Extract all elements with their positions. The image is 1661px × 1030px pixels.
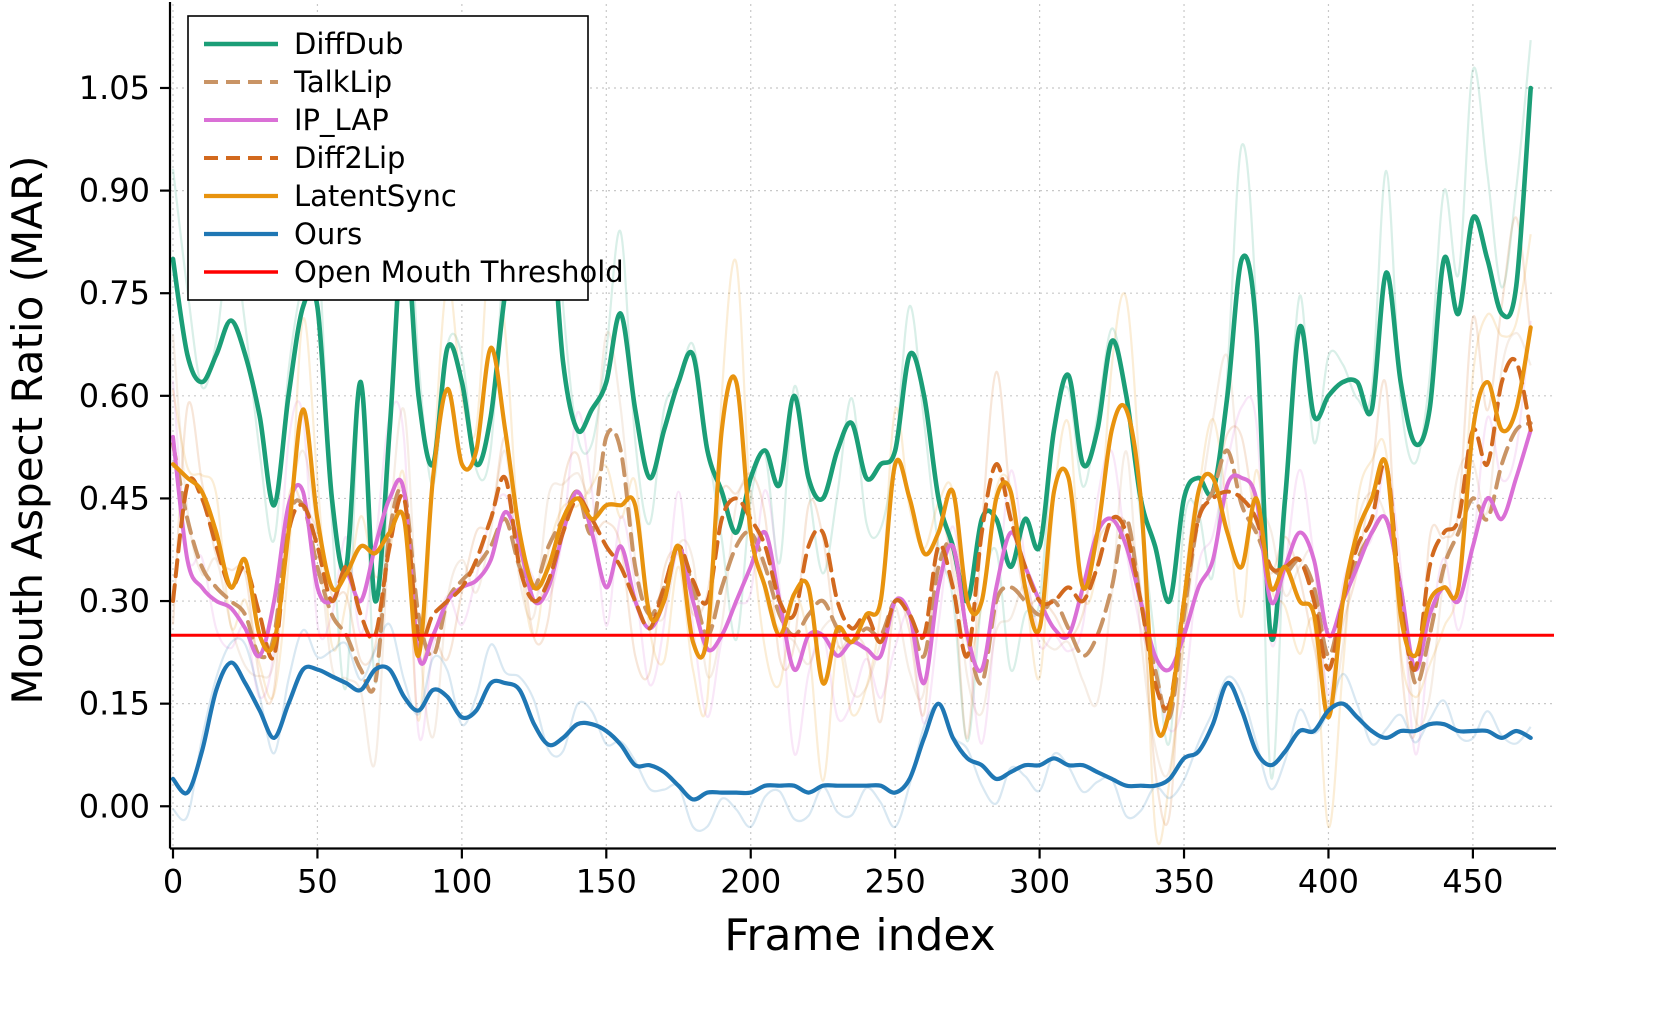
legend-item-ip-lap: IP_LAP	[204, 103, 389, 137]
legend: DiffDub TalkLip IP_LAP Diff2Lip LatentSync Ou…	[187, 15, 624, 301]
x-tick-label: 0	[163, 863, 183, 901]
legend-item-talklip: TalkLip	[204, 65, 392, 99]
x-tick-label: 200	[720, 863, 781, 901]
series-line-latentsync	[170, 325, 1533, 738]
y-tick-label: 0.75	[79, 274, 150, 312]
legend-label: Ours	[294, 217, 362, 251]
legend-label: TalkLip	[293, 65, 392, 99]
x-tick-label: 350	[1153, 863, 1214, 901]
x-tick-label: 300	[1009, 863, 1070, 901]
y-tick-label: 0.00	[79, 787, 150, 825]
y-tick-label: 0.60	[79, 377, 150, 415]
series-line-ours	[170, 660, 1533, 802]
legend-item-open-mouth-threshold: Open Mouth Threshold	[204, 255, 624, 289]
legend-item-latentsync: LatentSync	[204, 179, 457, 213]
y-tick-label: 1.05	[79, 69, 150, 107]
legend-item-ours: Ours	[204, 217, 362, 251]
smoothed-series-lines	[170, 85, 1533, 802]
grid-lines	[170, 4, 1554, 848]
x-tick-label: 400	[1298, 863, 1359, 901]
series-line-diff2lip	[171, 357, 1533, 711]
legend-label: LatentSync	[294, 179, 457, 213]
x-axis-label: Frame index	[724, 910, 995, 961]
legend-label: IP_LAP	[294, 103, 389, 137]
series-line-talklip	[171, 421, 1533, 721]
raw-line-ours	[172, 622, 1532, 832]
y-tick-label: 0.90	[79, 172, 150, 210]
series-line-diffdub	[170, 85, 1533, 642]
y-axis-label: Mouth Aspect Ratio (MAR)	[3, 155, 52, 704]
y-tick-label: 0.45	[79, 479, 150, 517]
x-tick-label: 100	[431, 863, 492, 901]
legend-label: Open Mouth Threshold	[294, 255, 624, 289]
legend-label: DiffDub	[294, 27, 404, 61]
axes	[160, 2, 1556, 859]
legend-label: Diff2Lip	[294, 141, 405, 175]
tick-labels: 0 50 100 150 200 250 300 350 400 450 0.00 0.15 0.30 0…	[79, 69, 1504, 901]
legend-item-diff2lip: Diff2Lip	[204, 141, 405, 175]
y-tick-label: 0.15	[79, 685, 150, 723]
raw-line-diff2lip	[171, 216, 1532, 827]
x-tick-label: 150	[576, 863, 637, 901]
x-tick-label: 450	[1442, 863, 1503, 901]
raw-line-talklip	[171, 330, 1532, 778]
x-tick-label: 250	[865, 863, 926, 901]
legend-item-diffdub: DiffDub	[204, 27, 404, 61]
y-tick-label: 0.30	[79, 582, 150, 620]
x-tick-label: 50	[297, 863, 338, 901]
